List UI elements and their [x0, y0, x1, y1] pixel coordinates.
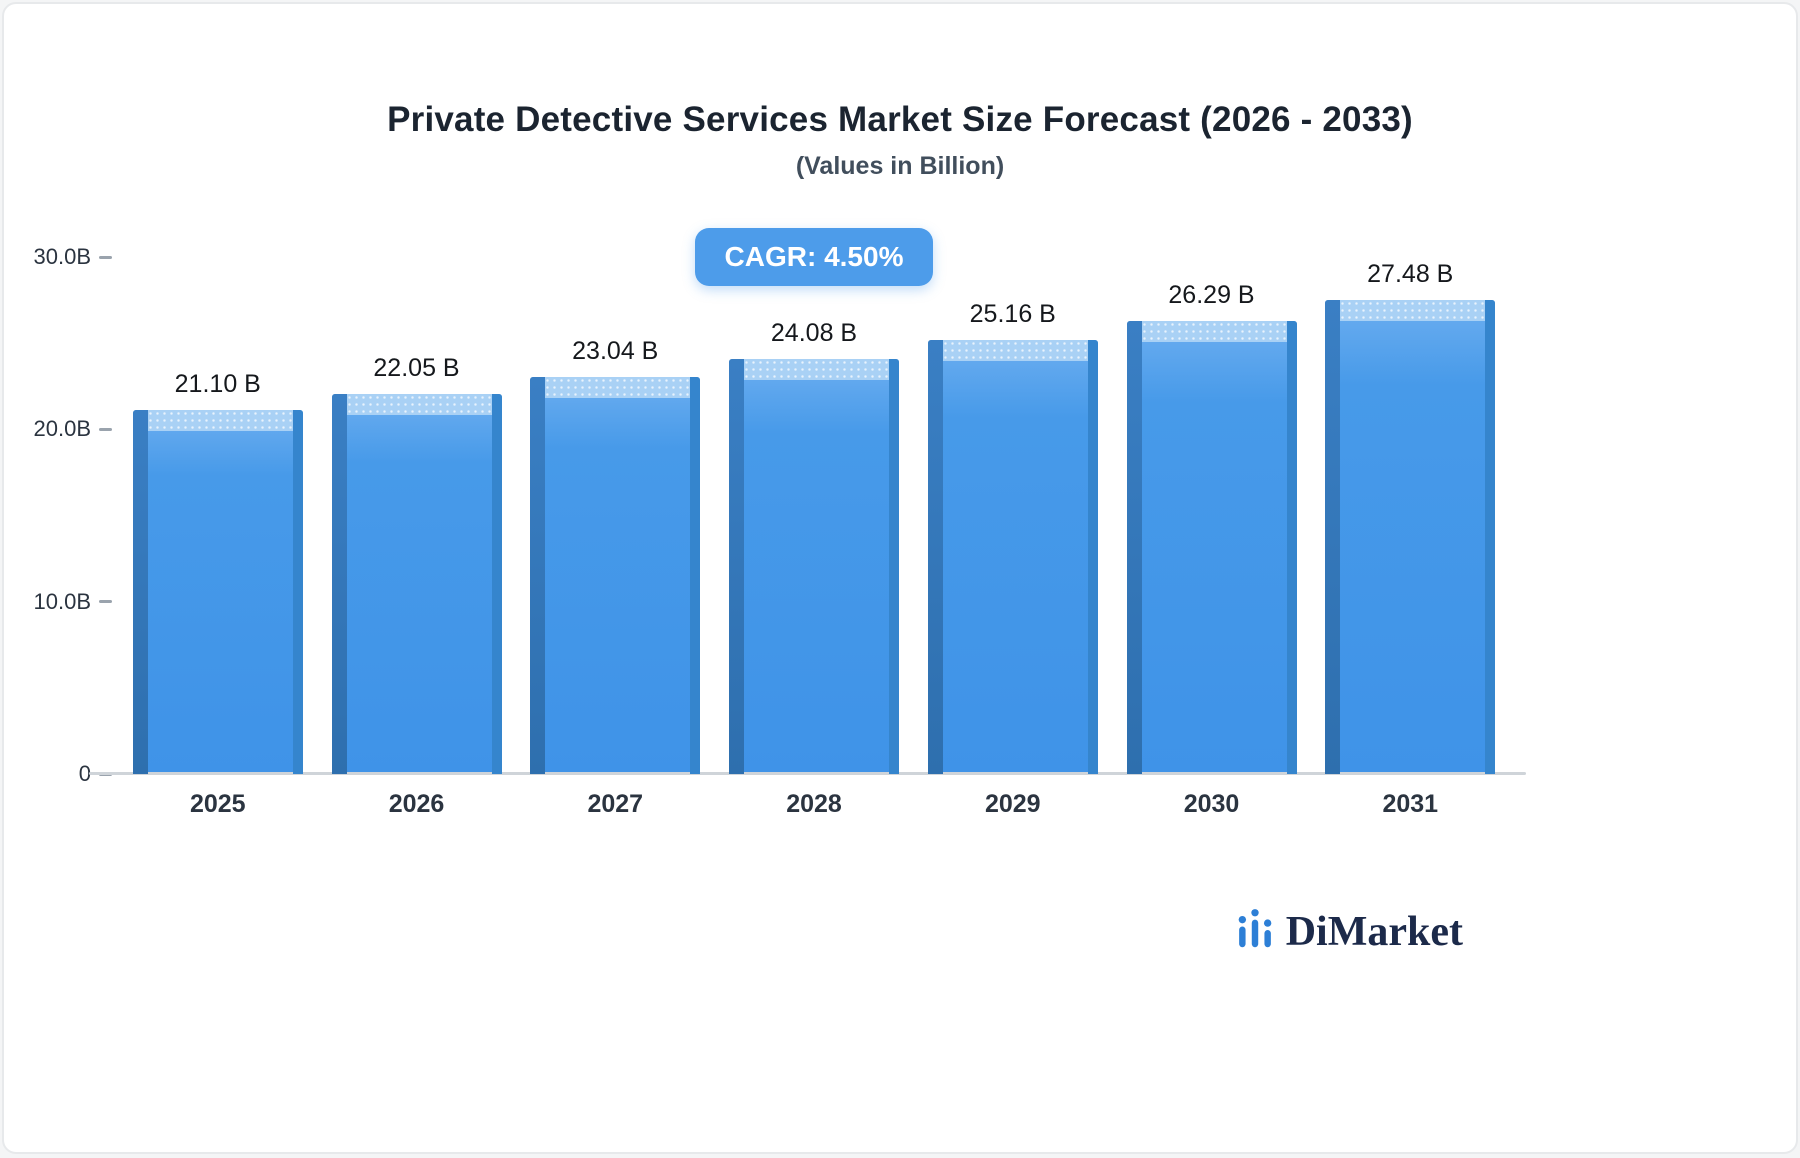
x-axis-line [89, 772, 1526, 775]
bar-column: 24.08 B [729, 257, 899, 774]
bar-value-label: 24.08 B [770, 319, 858, 347]
bar-top-cap [927, 340, 1098, 362]
bar [1325, 300, 1496, 774]
bar [331, 394, 502, 774]
bar-column: 21.10 B [132, 257, 303, 774]
bar-value-label: 25.16 B [969, 300, 1056, 329]
bar [530, 376, 701, 775]
bar-value-label: 26.29 B [1168, 280, 1255, 309]
bar-top-cap [1325, 300, 1496, 322]
bar [1126, 320, 1297, 775]
x-axis-tick-label: 2025 [189, 790, 246, 818]
x-axis-tick-label: 2031 [1382, 790, 1439, 818]
bar-top-cap [331, 394, 502, 415]
bar-value-label: 27.48 B [1367, 260, 1454, 289]
bar [132, 410, 303, 774]
plot-area: 21.10 B 22.05 B 23.04 B 24.08 B 25.16 B 26.29… [104, 257, 1524, 775]
bar-value-label: 23.04 B [572, 336, 659, 365]
y-axis-tick-label: 10.0B [33, 588, 92, 614]
bar [927, 340, 1098, 774]
bar-column: 22.05 B [331, 257, 502, 774]
y-axis-tick-label: 0 [78, 761, 91, 786]
x-axis-tick-label: 2028 [786, 790, 842, 818]
cagr-badge-wrap: CAGR: 4.50% [104, 228, 1524, 286]
y-axis-tick-label: 20.0B [33, 416, 92, 442]
bar-top-cap [1126, 320, 1297, 342]
x-axis-tick-label: 2029 [984, 790, 1041, 818]
y-axis-tick-label: 30.0B [33, 244, 92, 269]
bar-top-cap [530, 376, 701, 398]
bar-value-label: 22.05 B [373, 354, 460, 382]
x-axis-tick-label: 2026 [388, 790, 445, 818]
bar-column: 26.29 B [1126, 257, 1297, 775]
x-axis-labels: 2025 2026 2027 2028 2029 2030 2031 [104, 790, 1524, 819]
y-axis-tick: 10.0B [4, 589, 112, 615]
y-axis-tick-mark [99, 427, 112, 431]
brand-name: DiMarket [1285, 909, 1463, 955]
bar-value-label: 21.10 B [174, 370, 261, 399]
bar-column: 23.04 B [530, 257, 701, 775]
y-axis-tick-mark [99, 255, 112, 259]
bar-chart-icon [1238, 909, 1272, 948]
bar-top-cap [729, 359, 899, 380]
y-axis-tick-mark [99, 600, 112, 604]
bar-column: 27.48 B [1325, 257, 1496, 774]
chart-subtitle: (Values in Billion) [795, 152, 1005, 180]
y-axis-tick: 20.0B [4, 416, 112, 442]
bar-top-cap [132, 410, 303, 432]
chart-title: Private Detective Services Market Size F… [387, 100, 1413, 139]
y-axis-tick: 30.0B [4, 244, 112, 270]
x-axis-tick-label: 2030 [1183, 790, 1240, 818]
bar-column: 25.16 B [927, 257, 1098, 774]
x-axis-tick-label: 2027 [587, 790, 644, 818]
cagr-badge: CAGR: 4.50% [694, 228, 934, 286]
bar [729, 359, 899, 774]
brand-logo: DiMarket [1234, 907, 1463, 953]
